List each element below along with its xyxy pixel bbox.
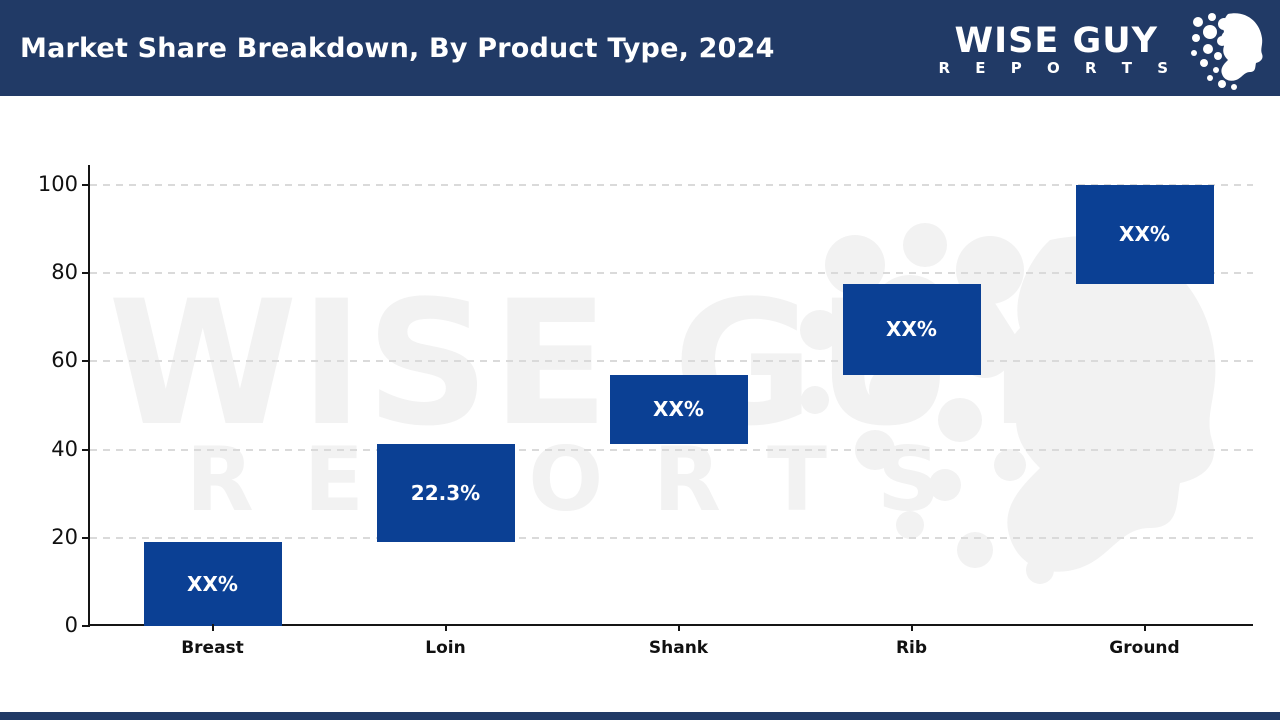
- bar-value-label: 22.3%: [410, 480, 481, 505]
- y-axis-tick-label: 80: [51, 260, 78, 285]
- bar-value-label: XX%: [187, 572, 238, 597]
- brand-name: WISE GUY: [954, 21, 1158, 62]
- bar-ground: XX%: [1075, 184, 1214, 285]
- gridline: [90, 536, 1253, 539]
- y-axis-tick: [82, 448, 90, 451]
- x-axis-tick: [211, 624, 214, 631]
- y-axis-tick-label: 0: [64, 613, 78, 637]
- x-axis-tick: [1143, 624, 1146, 631]
- header-bar: Market Share Breakdown, By Product Type,…: [0, 0, 1280, 96]
- brand-logo-text: WISE GUY R E P O R T S: [935, 23, 1178, 76]
- x-axis-category-label: Shank: [648, 638, 709, 658]
- x-axis-tick: [910, 624, 913, 631]
- bar-shank: XX%: [609, 374, 748, 444]
- footer-bar: [0, 712, 1280, 720]
- y-axis-tick: [82, 536, 90, 539]
- bar-value-label: XX%: [653, 397, 704, 422]
- y-axis-tick: [82, 360, 90, 363]
- x-axis-category-label: Breast: [181, 638, 244, 658]
- bar-value-label: XX%: [886, 317, 937, 342]
- bar-rib: XX%: [842, 284, 981, 375]
- bar-value-label: XX%: [1119, 222, 1170, 247]
- chart-title: Market Share Breakdown, By Product Type,…: [20, 32, 775, 64]
- y-axis-tick-label: 100: [37, 171, 78, 196]
- y-axis-tick-label: 20: [51, 524, 78, 549]
- y-axis-tick: [82, 625, 90, 627]
- x-axis-tick: [677, 624, 680, 631]
- x-axis-category-label: Loin: [425, 638, 466, 658]
- brand-logo: WISE GUY R E P O R T S: [935, 8, 1266, 92]
- plot-area: 0 20 40 60 80 100 XX% Breast 22.3% Loin XX% Shank XX…: [38, 165, 1253, 658]
- y-axis-tick-label: 40: [51, 436, 78, 461]
- gridline: [90, 272, 1253, 275]
- y-axis-tick: [82, 272, 90, 275]
- gridline: [90, 448, 1253, 451]
- x-axis-category-label: Rib: [895, 638, 928, 658]
- bar-loin: 22.3%: [376, 443, 515, 543]
- y-axis-tick: [82, 183, 90, 186]
- brand-subname: R E P O R T S: [938, 59, 1178, 78]
- x-axis-category-label: Ground: [1109, 638, 1180, 658]
- x-axis-tick: [444, 624, 447, 631]
- wise-guy-head-icon: [1191, 13, 1263, 90]
- gridline: [90, 360, 1253, 363]
- y-axis-tick-label: 60: [51, 348, 78, 373]
- bar-breast: XX%: [143, 542, 282, 626]
- gridline: [90, 183, 1253, 186]
